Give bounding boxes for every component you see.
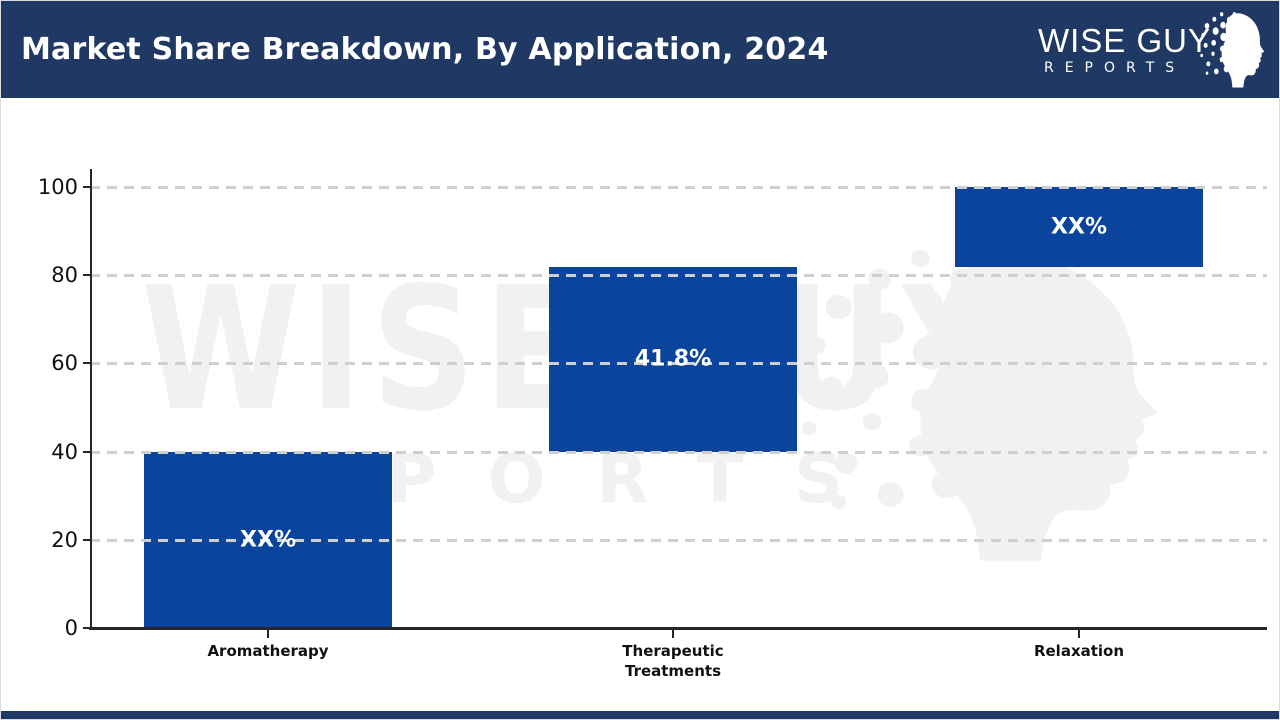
x-axis-category-label: Aromatherapy [207,642,329,660]
wiseguy-logo: WISE GUY REPORTS [1038,10,1267,90]
y-axis-line [90,169,92,630]
x-axis-category-label: Relaxation [1033,642,1125,660]
bar-value-label: XX% [240,527,296,553]
bar-therapeutic-treatments [549,267,797,452]
footer-bar [1,711,1279,719]
x-axis-line [89,627,1267,630]
x-axis-category-label: Therapeutic Treatments [622,642,724,681]
y-axis-tick-label: 80 [51,263,78,288]
gridline [90,186,1267,189]
x-axis-tick [672,630,674,638]
bar-relaxation [955,187,1203,268]
watermark-head-icon [801,249,1159,561]
y-axis-tick-label: 60 [51,351,78,376]
gridline [90,362,1267,366]
logo-brand-name: WISE GUY [1037,22,1211,59]
header-band: Market Share Breakdown, By Application, … [1,1,1279,98]
logo-brand-sub: REPORTS [1043,60,1186,76]
x-axis-tick [267,630,269,638]
y-axis-tick [83,538,90,541]
y-axis-tick [83,450,90,453]
x-axis-tick [1078,630,1080,638]
y-axis-tick [83,186,90,188]
y-axis-tick-label: 20 [51,527,78,552]
y-axis-tick-label: 40 [51,439,78,464]
gridline [90,538,1267,542]
bar-value-label: XX% [1051,214,1107,240]
y-axis-tick [83,627,90,629]
y-axis-tick-label: 100 [37,175,78,199]
y-axis-tick [83,274,90,277]
y-axis-tick-label: 0 [64,616,78,640]
gridline [90,274,1267,278]
gridline [90,450,1267,454]
bar-value-label: 41.8% [634,346,712,372]
chart-title: Market Share Breakdown, By Application, … [21,32,829,67]
y-axis-tick [83,362,90,365]
